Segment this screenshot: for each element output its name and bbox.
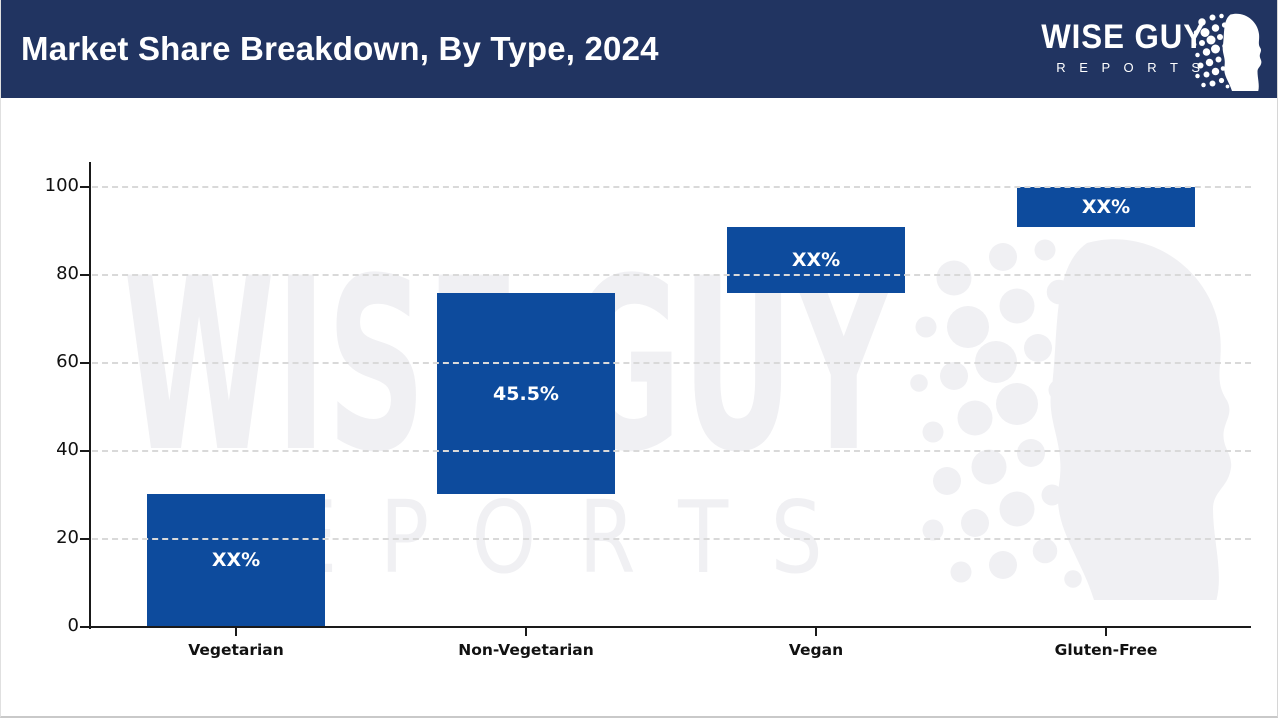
y-axis-tick-label: 100 xyxy=(44,175,79,196)
chart-title: Market Share Breakdown, By Type, 2024 xyxy=(21,30,659,67)
x-axis-category-label: Gluten-Free xyxy=(1054,641,1158,659)
gridline xyxy=(92,274,1251,276)
logo-head-icon xyxy=(1189,10,1269,94)
x-axis-category-label: Non-Vegetarian xyxy=(458,641,594,659)
bar-value-label: 45.5% xyxy=(493,382,559,405)
gridline xyxy=(92,362,1251,364)
bar-vegan: XX% xyxy=(727,226,905,294)
wise-guy-reports-logo: WISE GUY R E P O R T S xyxy=(991,4,1271,94)
x-axis-tick-mark xyxy=(235,628,237,636)
y-axis-tick-mark xyxy=(80,186,89,188)
y-axis-tick-label: 20 xyxy=(56,527,79,548)
y-axis-tick-mark xyxy=(80,274,89,276)
gridline xyxy=(92,538,1251,540)
y-axis-tick-mark xyxy=(80,450,89,452)
logo-reports-label: R E P O R T S xyxy=(1056,60,1205,75)
bar-value-label: XX% xyxy=(211,549,261,572)
bar-vegetarian: XX% xyxy=(147,493,325,627)
y-axis-line xyxy=(89,162,91,629)
x-axis-tick-mark xyxy=(1105,628,1107,636)
x-axis-category-label: Vegan xyxy=(788,641,844,659)
x-axis-tick-mark xyxy=(815,628,817,636)
gridline xyxy=(92,186,1251,188)
x-axis-tick-mark xyxy=(525,628,527,636)
y-axis-tick-mark xyxy=(80,538,89,540)
y-axis-tick-mark xyxy=(80,626,89,628)
x-axis-category-label: Vegetarian xyxy=(188,641,284,659)
x-axis-line xyxy=(89,626,1251,628)
y-axis-tick-label: 80 xyxy=(56,263,79,284)
logo-wiseguy-label: WISE GUY xyxy=(1041,18,1205,56)
y-axis-tick-label: 0 xyxy=(67,615,79,636)
y-axis-tick-mark xyxy=(80,362,89,364)
logo-text: WISE GUY R E P O R T S xyxy=(1027,18,1205,75)
y-axis-tick-label: 60 xyxy=(56,351,79,372)
bar-non-vegetarian: 45.5% xyxy=(437,293,615,494)
header-banner: Market Share Breakdown, By Type, 2024 WI… xyxy=(1,0,1277,98)
bar-gluten-free: XX% xyxy=(1017,187,1195,227)
gridline xyxy=(92,450,1251,452)
bar-value-label: XX% xyxy=(791,249,841,272)
bar-value-label: XX% xyxy=(1081,195,1131,218)
y-axis-tick-label: 40 xyxy=(56,439,79,460)
